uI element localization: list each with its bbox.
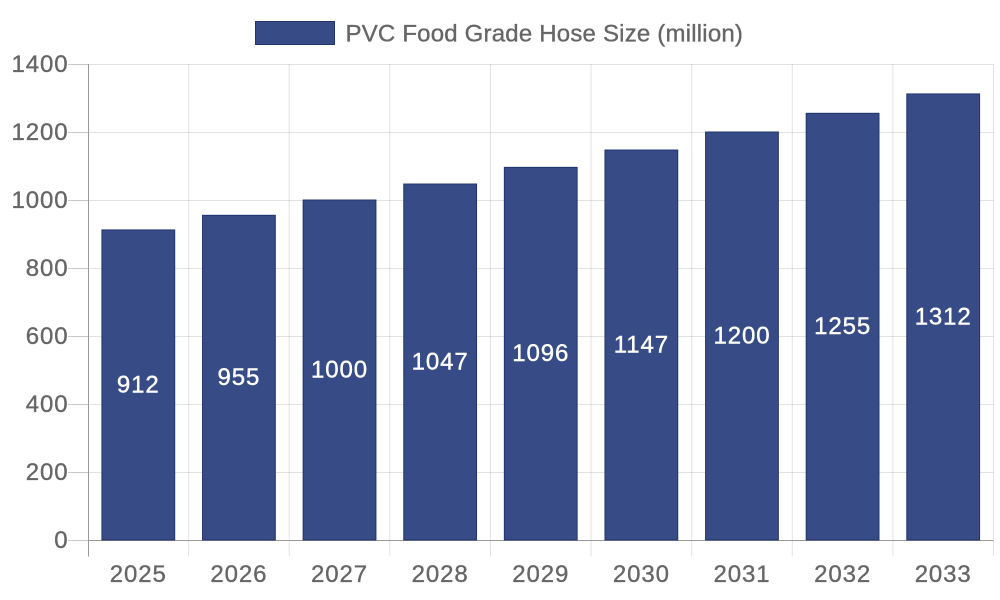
svg-text:1000: 1000	[12, 187, 69, 214]
svg-text:955: 955	[218, 364, 261, 391]
svg-text:2029: 2029	[512, 561, 569, 588]
svg-text:1200: 1200	[12, 119, 69, 146]
svg-text:2033: 2033	[915, 561, 972, 588]
svg-text:2031: 2031	[713, 561, 770, 588]
svg-text:PVC Food Grade Hose Size (mill: PVC Food Grade Hose Size (million)	[346, 21, 744, 48]
svg-text:2025: 2025	[110, 561, 167, 588]
svg-text:0: 0	[54, 527, 68, 554]
svg-text:912: 912	[117, 371, 160, 398]
svg-text:1200: 1200	[713, 323, 770, 350]
svg-text:200: 200	[26, 459, 69, 486]
svg-text:2028: 2028	[412, 561, 469, 588]
svg-text:2026: 2026	[210, 561, 267, 588]
svg-text:800: 800	[26, 255, 69, 282]
svg-text:400: 400	[26, 391, 69, 418]
svg-text:1312: 1312	[915, 303, 972, 330]
svg-text:2027: 2027	[311, 561, 368, 588]
svg-text:1000: 1000	[311, 357, 368, 384]
svg-text:2032: 2032	[814, 561, 871, 588]
svg-text:1147: 1147	[614, 332, 669, 359]
svg-text:1096: 1096	[512, 340, 569, 367]
svg-text:2030: 2030	[613, 561, 670, 588]
svg-text:600: 600	[26, 323, 69, 350]
svg-text:1400: 1400	[12, 51, 69, 78]
svg-text:1047: 1047	[412, 349, 469, 376]
svg-text:1255: 1255	[814, 313, 871, 340]
